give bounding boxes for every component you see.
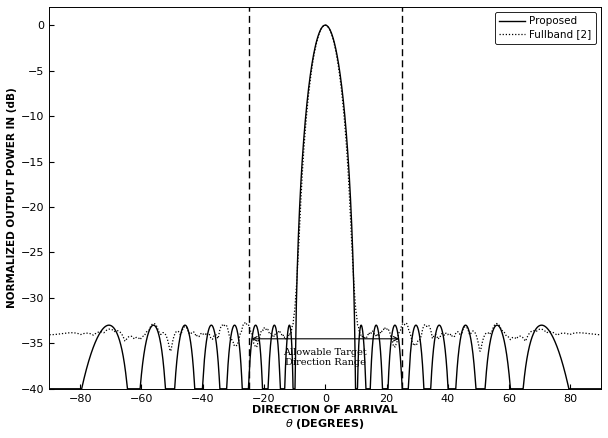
Fullband [2] bbox=[46, 332, 53, 337]
X-axis label: DIRECTION OF ARRIVAL
$\theta$ (DEGREES): DIRECTION OF ARRIVAL $\theta$ (DEGREES) bbox=[252, 405, 398, 431]
Fullband [2] bbox=[164, 337, 171, 343]
Fullband [2] bbox=[597, 332, 604, 337]
Text: Allowable Target
Direction Range: Allowable Target Direction Range bbox=[283, 348, 367, 367]
Fullband [2] bbox=[322, 22, 329, 28]
Proposed bbox=[322, 22, 329, 28]
Fullband [2] bbox=[200, 331, 207, 336]
Proposed bbox=[46, 386, 53, 392]
Fullband [2] bbox=[389, 340, 396, 346]
Fullband [2] bbox=[545, 329, 553, 335]
Proposed bbox=[164, 386, 171, 392]
Line: Proposed: Proposed bbox=[49, 25, 601, 389]
Fullband [2] bbox=[598, 332, 605, 337]
Fullband [2] bbox=[477, 349, 484, 354]
Proposed bbox=[389, 327, 396, 332]
Proposed bbox=[597, 386, 604, 392]
Proposed bbox=[200, 369, 207, 374]
Legend: Proposed, Fullband [2]: Proposed, Fullband [2] bbox=[495, 12, 596, 44]
Proposed bbox=[379, 386, 387, 392]
Proposed bbox=[598, 386, 605, 392]
Y-axis label: NORMALIZED OUTPUT POWER IN (dB): NORMALIZED OUTPUT POWER IN (dB) bbox=[7, 88, 17, 308]
Line: Fullband [2]: Fullband [2] bbox=[49, 25, 601, 351]
Proposed bbox=[545, 328, 553, 333]
Fullband [2] bbox=[379, 327, 387, 332]
